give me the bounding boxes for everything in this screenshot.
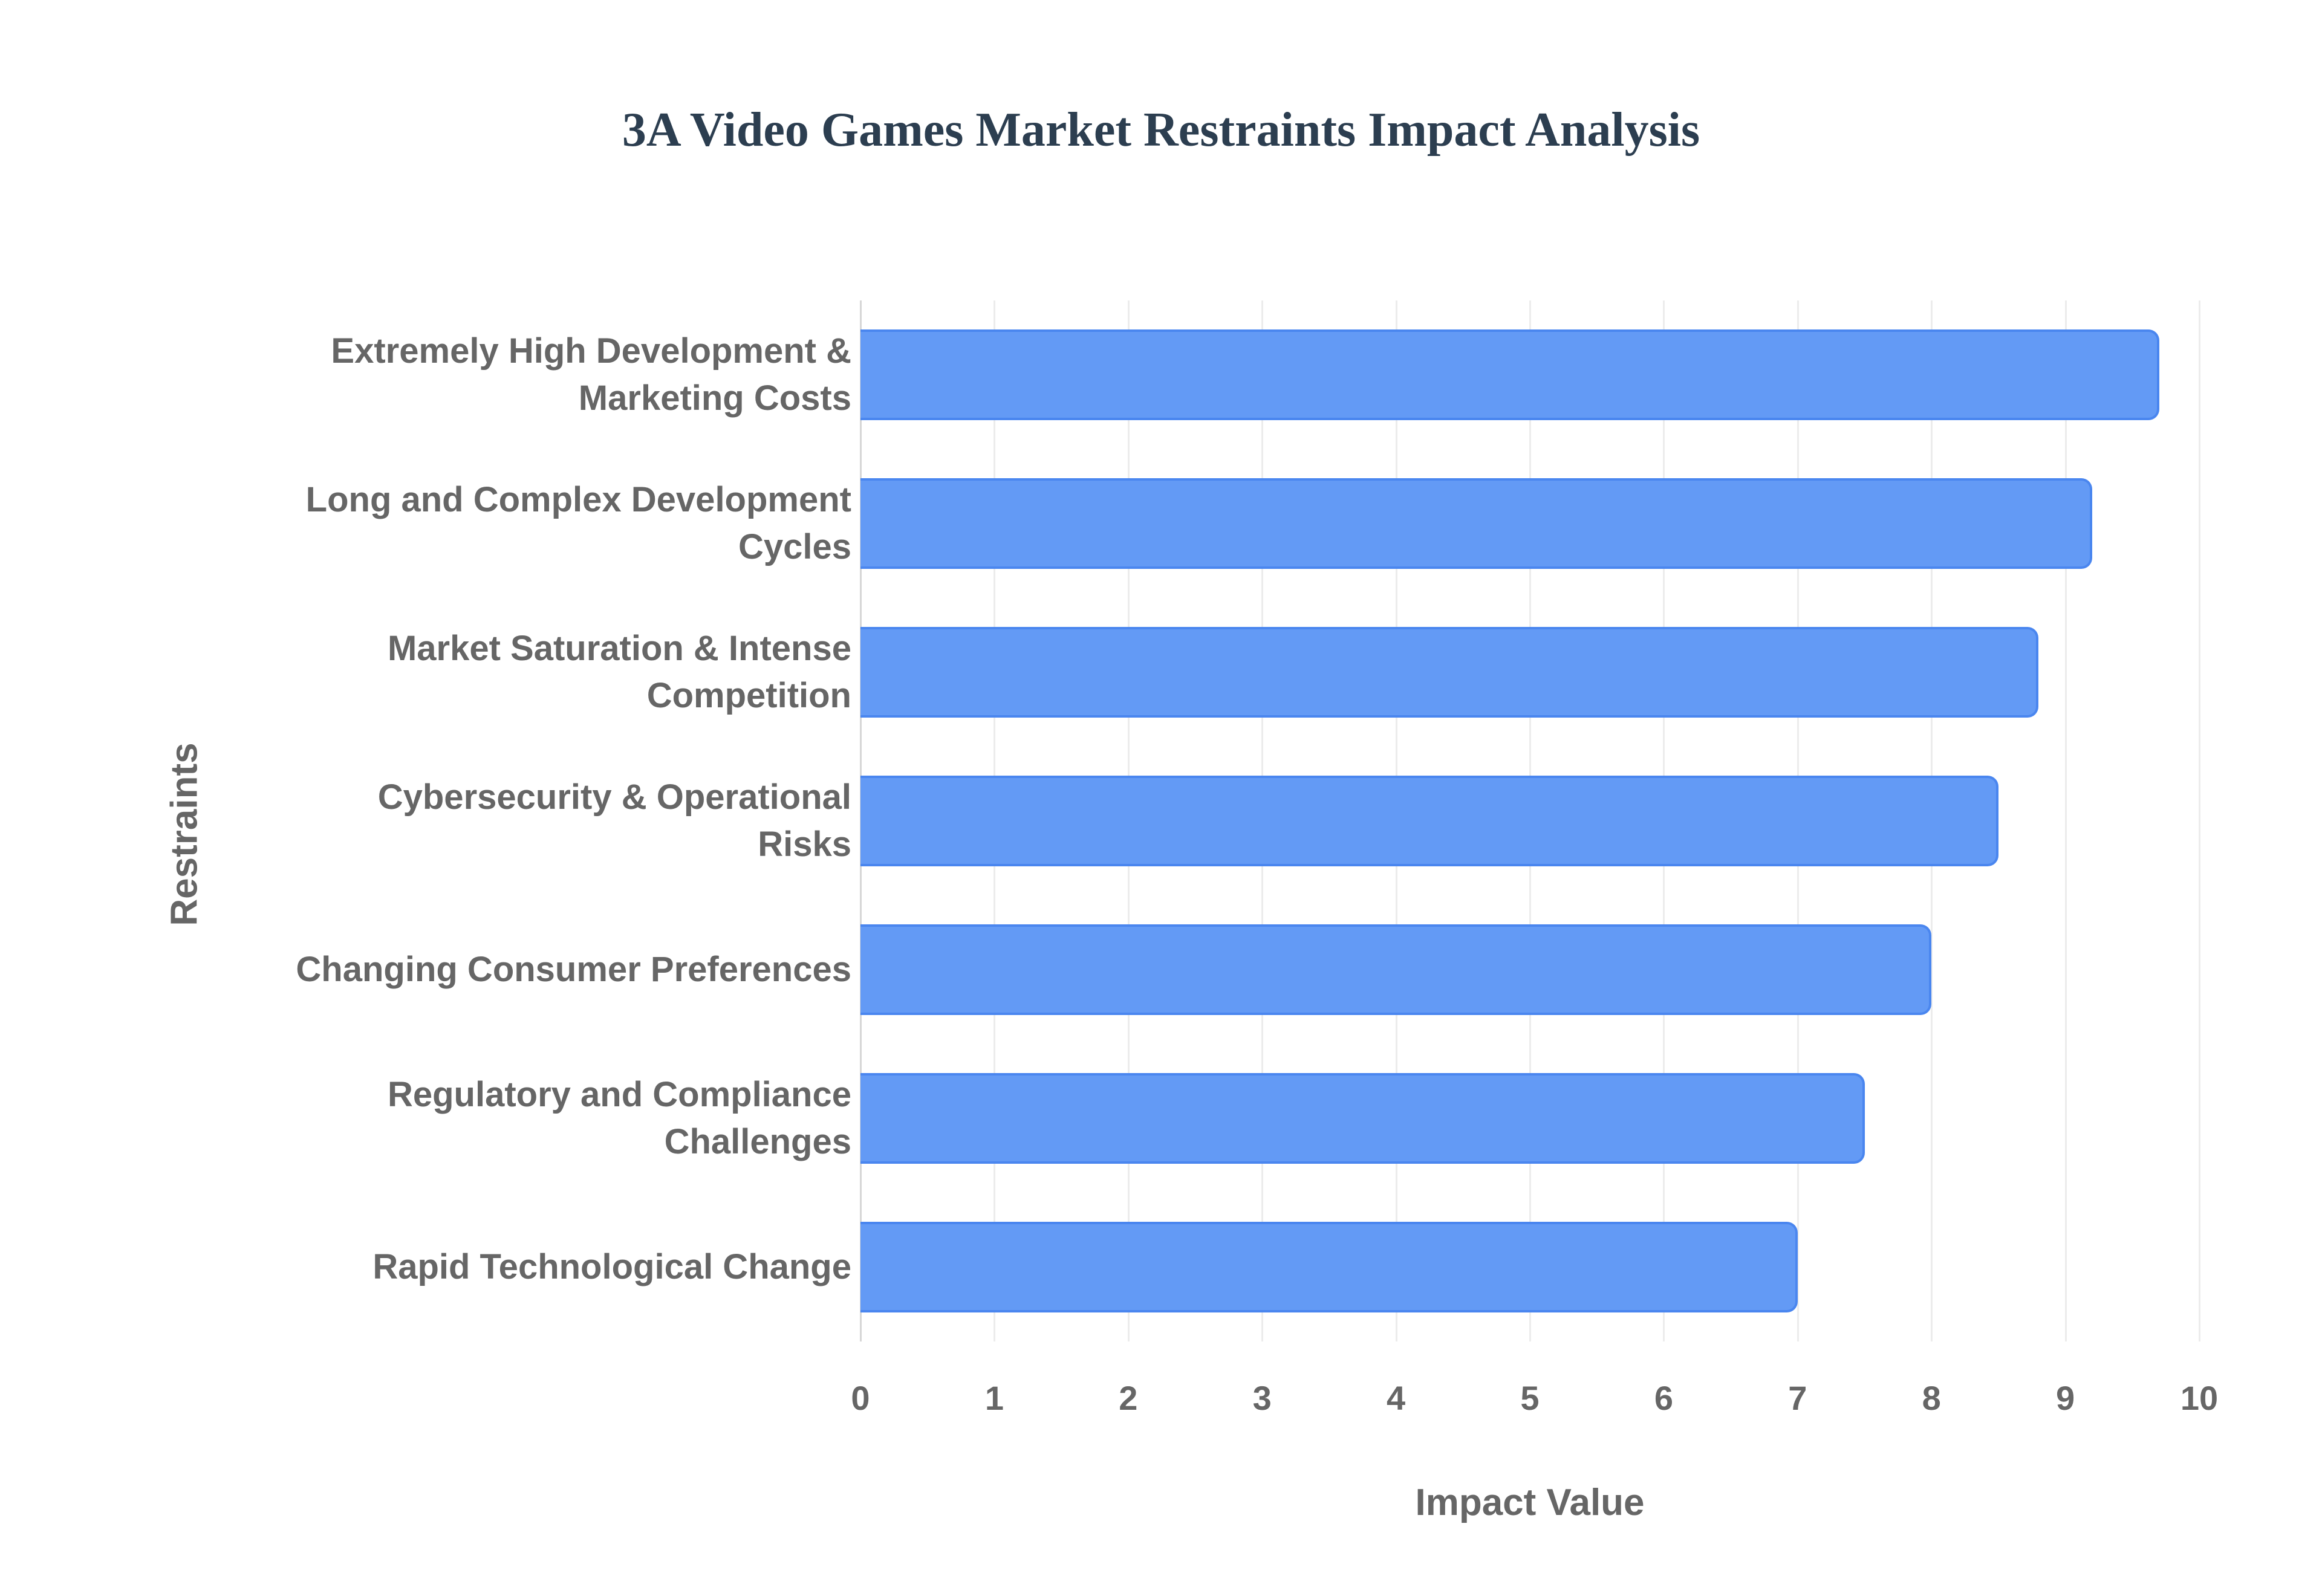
x-axis-tick: 1 <box>984 1379 1004 1417</box>
y-axis-label-line: Changing Consumer Preferences <box>296 950 851 989</box>
bar[interactable] <box>860 478 2092 569</box>
x-axis-tick: 6 <box>1654 1379 1673 1417</box>
chart-title: 3A Video Games Market Restraints Impact … <box>622 103 1700 157</box>
y-axis-label-line: Risks <box>758 825 851 864</box>
y-axis-label-line: Regulatory and Compliance <box>387 1075 851 1114</box>
y-axis-label-line: Cybersecurity & Operational <box>377 777 851 817</box>
x-axis-title: Impact Value <box>1415 1482 1645 1523</box>
gridline <box>2199 300 2200 1341</box>
x-axis-tick: 9 <box>2056 1379 2075 1417</box>
x-axis-tick: 0 <box>851 1379 870 1417</box>
y-axis-label: Extremely High Development & Marketing Co… <box>247 320 851 429</box>
bar[interactable] <box>860 1073 1865 1164</box>
y-axis-label-line: Cycles <box>738 527 851 566</box>
bar[interactable] <box>860 627 2039 718</box>
y-axis-label: Rapid Technological Change <box>247 1213 851 1322</box>
gridline <box>2064 300 2067 1341</box>
y-axis-label-line: Challenges <box>664 1122 851 1161</box>
y-axis-label-line: Extremely High Development & <box>331 331 851 371</box>
x-axis-tick: 4 <box>1387 1379 1406 1417</box>
y-axis-label-line: Marketing Costs <box>578 378 851 418</box>
y-axis-label-line: Market Saturation & Intense <box>387 629 851 668</box>
y-axis-label: Long and Complex Development Cycles <box>247 469 851 578</box>
y-axis-label: Market Saturation & Intense Competition <box>247 618 851 727</box>
x-axis-tick: 8 <box>1922 1379 1941 1417</box>
x-axis-tick: 3 <box>1252 1379 1272 1417</box>
bar[interactable] <box>860 924 1932 1015</box>
bar[interactable] <box>860 1222 1798 1312</box>
x-axis-tick: 5 <box>1520 1379 1540 1417</box>
bar[interactable] <box>860 329 2159 420</box>
bar[interactable] <box>860 776 1998 866</box>
y-axis-label-line: Rapid Technological Change <box>372 1247 851 1286</box>
y-axis-label-line: Long and Complex Development <box>305 480 851 519</box>
plot-area <box>860 300 2200 1341</box>
y-axis-title: Restraints <box>163 742 206 926</box>
x-axis-tick: 7 <box>1788 1379 1807 1417</box>
y-axis-label: Cybersecurity & Operational Risks <box>247 767 851 875</box>
y-axis-label-line: Competition <box>646 676 851 715</box>
x-axis-tick: 2 <box>1119 1379 1138 1417</box>
x-axis-tick: 10 <box>2180 1379 2219 1417</box>
y-axis-label: Changing Consumer Preferences <box>247 915 851 1024</box>
y-axis-label: Regulatory and Compliance Challenges <box>247 1064 851 1173</box>
